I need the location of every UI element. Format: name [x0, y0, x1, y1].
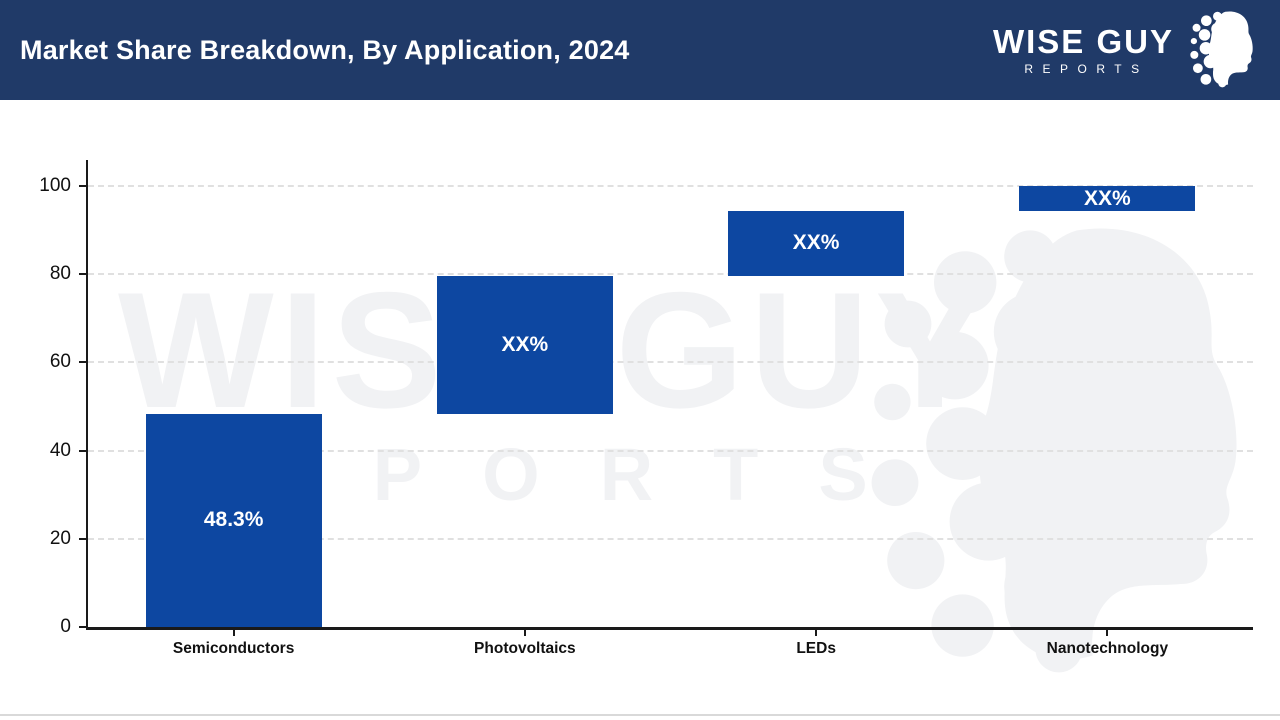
x-axis-label-leds: LEDs: [796, 640, 836, 657]
x-axis-label-photovoltaics: Photovoltaics: [474, 640, 576, 657]
bar-value-label: XX%: [792, 231, 840, 255]
y-axis-line: [86, 160, 88, 629]
x-tick-mark: [1106, 627, 1109, 636]
gridline: [88, 273, 1253, 276]
y-tick-mark: [79, 273, 88, 276]
bar-semiconductors: 48.3%: [145, 413, 322, 627]
y-tick-mark: [79, 537, 88, 540]
gridline: [88, 449, 1253, 452]
logo-subtitle: REPORTS: [1024, 62, 1149, 76]
y-tick-label: 100: [39, 175, 71, 196]
bottom-divider: [0, 714, 1280, 716]
y-tick-mark: [79, 185, 88, 187]
y-tick-label: 20: [49, 527, 71, 549]
gridline: [88, 537, 1253, 540]
y-tick-mark: [79, 361, 88, 364]
y-tick-mark: [79, 449, 88, 452]
bar-value-label: XX%: [501, 332, 549, 356]
gridline: [88, 361, 1253, 364]
plot-layer: 0 20 40 60 80 100 48.3% Semiconductors XX% Photov…: [0, 100, 1280, 720]
x-axis-label-nanotechnology: Nanotechnology: [1046, 640, 1169, 657]
logo-head-icon: [1190, 11, 1253, 88]
y-tick-label: 80: [49, 263, 71, 285]
x-axis-line: [86, 627, 1253, 630]
logo-wordmark: WISE GUY: [992, 23, 1174, 60]
bar-value-label: 48.3%: [203, 508, 264, 532]
header-bar: Market Share Breakdown, By Application, …: [0, 0, 1280, 100]
bar-leds: XX%: [728, 211, 905, 276]
y-tick-label: 60: [49, 351, 71, 373]
wise-guy-logo: WISE GUY REPORTS: [993, 8, 1262, 92]
x-axis-label-semiconductors: Semiconductors: [172, 640, 295, 657]
y-tick-label: 0: [60, 616, 71, 637]
y-tick-mark: [79, 626, 88, 628]
logo-text: WISE GUY REPORTS: [992, 23, 1174, 77]
chart-area: WISE GUY REPORTS 0 20 40 60 80 100 48.3% Semico…: [0, 100, 1280, 720]
y-tick-label: 40: [49, 439, 71, 461]
x-tick-mark: [523, 627, 526, 636]
x-tick-mark: [232, 627, 235, 636]
gridline: [88, 185, 1253, 187]
bar-photovoltaics: XX%: [436, 275, 613, 414]
page-title: Market Share Breakdown, By Application, …: [20, 34, 630, 65]
bar-value-label: XX%: [1084, 186, 1131, 210]
bar-nanotechnology: XX%: [1019, 186, 1196, 212]
x-tick-mark: [815, 627, 818, 636]
